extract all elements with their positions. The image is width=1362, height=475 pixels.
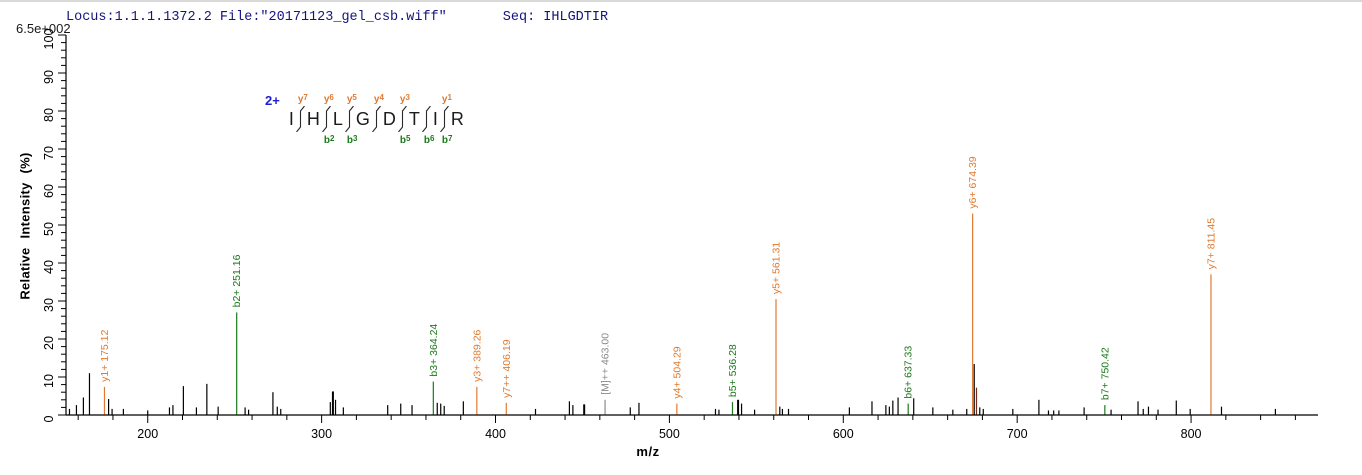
residue-letter: D bbox=[382, 109, 396, 129]
y-tick-label: 80 bbox=[42, 108, 56, 122]
fragment-boundary-marker: y7 bbox=[295, 93, 308, 132]
peak-label: y7+ 811.45 bbox=[1205, 218, 1217, 270]
fragment-slash-icon bbox=[371, 106, 381, 132]
b-ion-label: b3 bbox=[346, 134, 358, 146]
peak-label: y6+ 674.39 bbox=[967, 156, 979, 208]
x-tick-label: 400 bbox=[485, 427, 506, 441]
b-ion-label: b6 bbox=[423, 134, 435, 146]
residue-letter: G bbox=[355, 109, 370, 129]
y-ion-label: y5 bbox=[346, 93, 357, 105]
y-tick-label: 20 bbox=[42, 336, 56, 350]
y-ion-label: y3 bbox=[399, 93, 410, 105]
y-ion-label: y1 bbox=[441, 93, 452, 105]
locus-file-label: Locus:1.1.1.1372.2 File:"20171123_gel_cs… bbox=[66, 10, 447, 25]
header-line: Locus:1.1.1.1372.2 File:"20171123_gel_cs… bbox=[66, 10, 608, 25]
fragment-boundary-marker: y6 b2 bbox=[321, 93, 334, 146]
fragment-slash-icon bbox=[439, 106, 449, 132]
peak-label: b2+ 251.16 bbox=[231, 254, 243, 307]
residue-letter: L bbox=[332, 109, 343, 129]
y-tick-label: 100 bbox=[42, 29, 56, 50]
peak-label: [M]++ 463.00 bbox=[600, 333, 612, 395]
y-tick-label: 0 bbox=[42, 415, 56, 422]
residue-letter: I bbox=[432, 109, 438, 129]
fragment-boundary-marker: y4 bbox=[371, 93, 384, 132]
peak-label: y1+ 175.12 bbox=[99, 329, 111, 381]
fragment-boundary-marker: y1 b7 bbox=[439, 93, 452, 146]
y-tick-label: 60 bbox=[42, 184, 56, 198]
fragment-slash-icon bbox=[344, 106, 354, 132]
fragment-boundary-marker: y3 b5 bbox=[397, 93, 410, 146]
y-tick-label: 40 bbox=[42, 260, 56, 274]
peak-label: b7+ 750.42 bbox=[1099, 347, 1111, 400]
y-tick-label: 70 bbox=[42, 146, 56, 160]
intensity-scale-label: 6.5e+002 bbox=[16, 21, 71, 36]
fragment-slash-icon bbox=[321, 106, 331, 132]
peak-label: y4+ 504.29 bbox=[671, 346, 683, 398]
peak-label: b6+ 637.33 bbox=[903, 346, 915, 399]
peak-label: b5+ 536.28 bbox=[727, 344, 739, 397]
fragment-slash-icon bbox=[421, 106, 431, 132]
x-tick-label: 800 bbox=[1181, 427, 1202, 441]
fragment-boundary-marker: y5 b3 bbox=[344, 93, 357, 146]
residue-letter: I bbox=[288, 109, 294, 129]
fragment-slash-icon bbox=[397, 106, 407, 132]
x-tick-label: 700 bbox=[1007, 427, 1028, 441]
precursor-charge-label: 2+ bbox=[265, 93, 280, 108]
x-axis-title: m/z bbox=[636, 444, 660, 459]
sequence-label: Seq: IHLGDTIR bbox=[502, 10, 609, 25]
fragment-boundary-marker: b6 bbox=[421, 106, 434, 146]
peak-label: b3+ 364.24 bbox=[428, 324, 440, 377]
peak-label: y3+ 389.26 bbox=[471, 329, 483, 381]
residue-letter: H bbox=[306, 109, 320, 129]
x-tick-label: 600 bbox=[833, 427, 854, 441]
x-tick-label: 200 bbox=[137, 427, 158, 441]
fragment-slash-icon bbox=[295, 106, 305, 132]
peak-label: y7++ 406.19 bbox=[501, 339, 513, 398]
residue-letter: R bbox=[450, 109, 464, 129]
peak-label: y5+ 561.31 bbox=[771, 242, 783, 294]
y-tick-label: 50 bbox=[42, 222, 56, 236]
x-tick-label: 300 bbox=[311, 427, 332, 441]
y-tick-label: 90 bbox=[42, 70, 56, 84]
y-ion-label: y6 bbox=[323, 93, 334, 105]
y-tick-label: 10 bbox=[42, 374, 56, 388]
y-tick-label: 30 bbox=[42, 298, 56, 312]
b-ion-label: b5 bbox=[399, 134, 411, 146]
y-ion-label: y7 bbox=[297, 93, 308, 105]
x-tick-label: 500 bbox=[659, 427, 680, 441]
b-ion-label: b7 bbox=[441, 134, 453, 146]
residue-letter: T bbox=[408, 109, 420, 129]
b-ion-label: b2 bbox=[323, 134, 335, 146]
y-ion-label: y4 bbox=[373, 93, 384, 105]
